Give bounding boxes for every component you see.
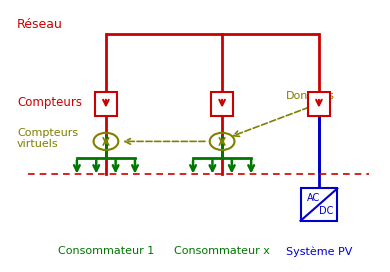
Text: Consommateur 1: Consommateur 1 <box>58 246 154 256</box>
Bar <box>308 92 330 116</box>
Text: Consommateur x: Consommateur x <box>174 246 270 256</box>
Bar <box>95 92 117 116</box>
Text: Système PV: Système PV <box>286 246 352 257</box>
Bar <box>211 92 233 116</box>
Text: Données: Données <box>286 91 335 101</box>
Text: AC: AC <box>307 193 320 203</box>
Text: Réseau: Réseau <box>17 18 63 31</box>
Text: Compteurs: Compteurs <box>17 96 82 109</box>
Text: Compteurs
virtuels: Compteurs virtuels <box>17 128 78 150</box>
Bar <box>301 188 337 221</box>
Text: DC: DC <box>319 206 333 217</box>
